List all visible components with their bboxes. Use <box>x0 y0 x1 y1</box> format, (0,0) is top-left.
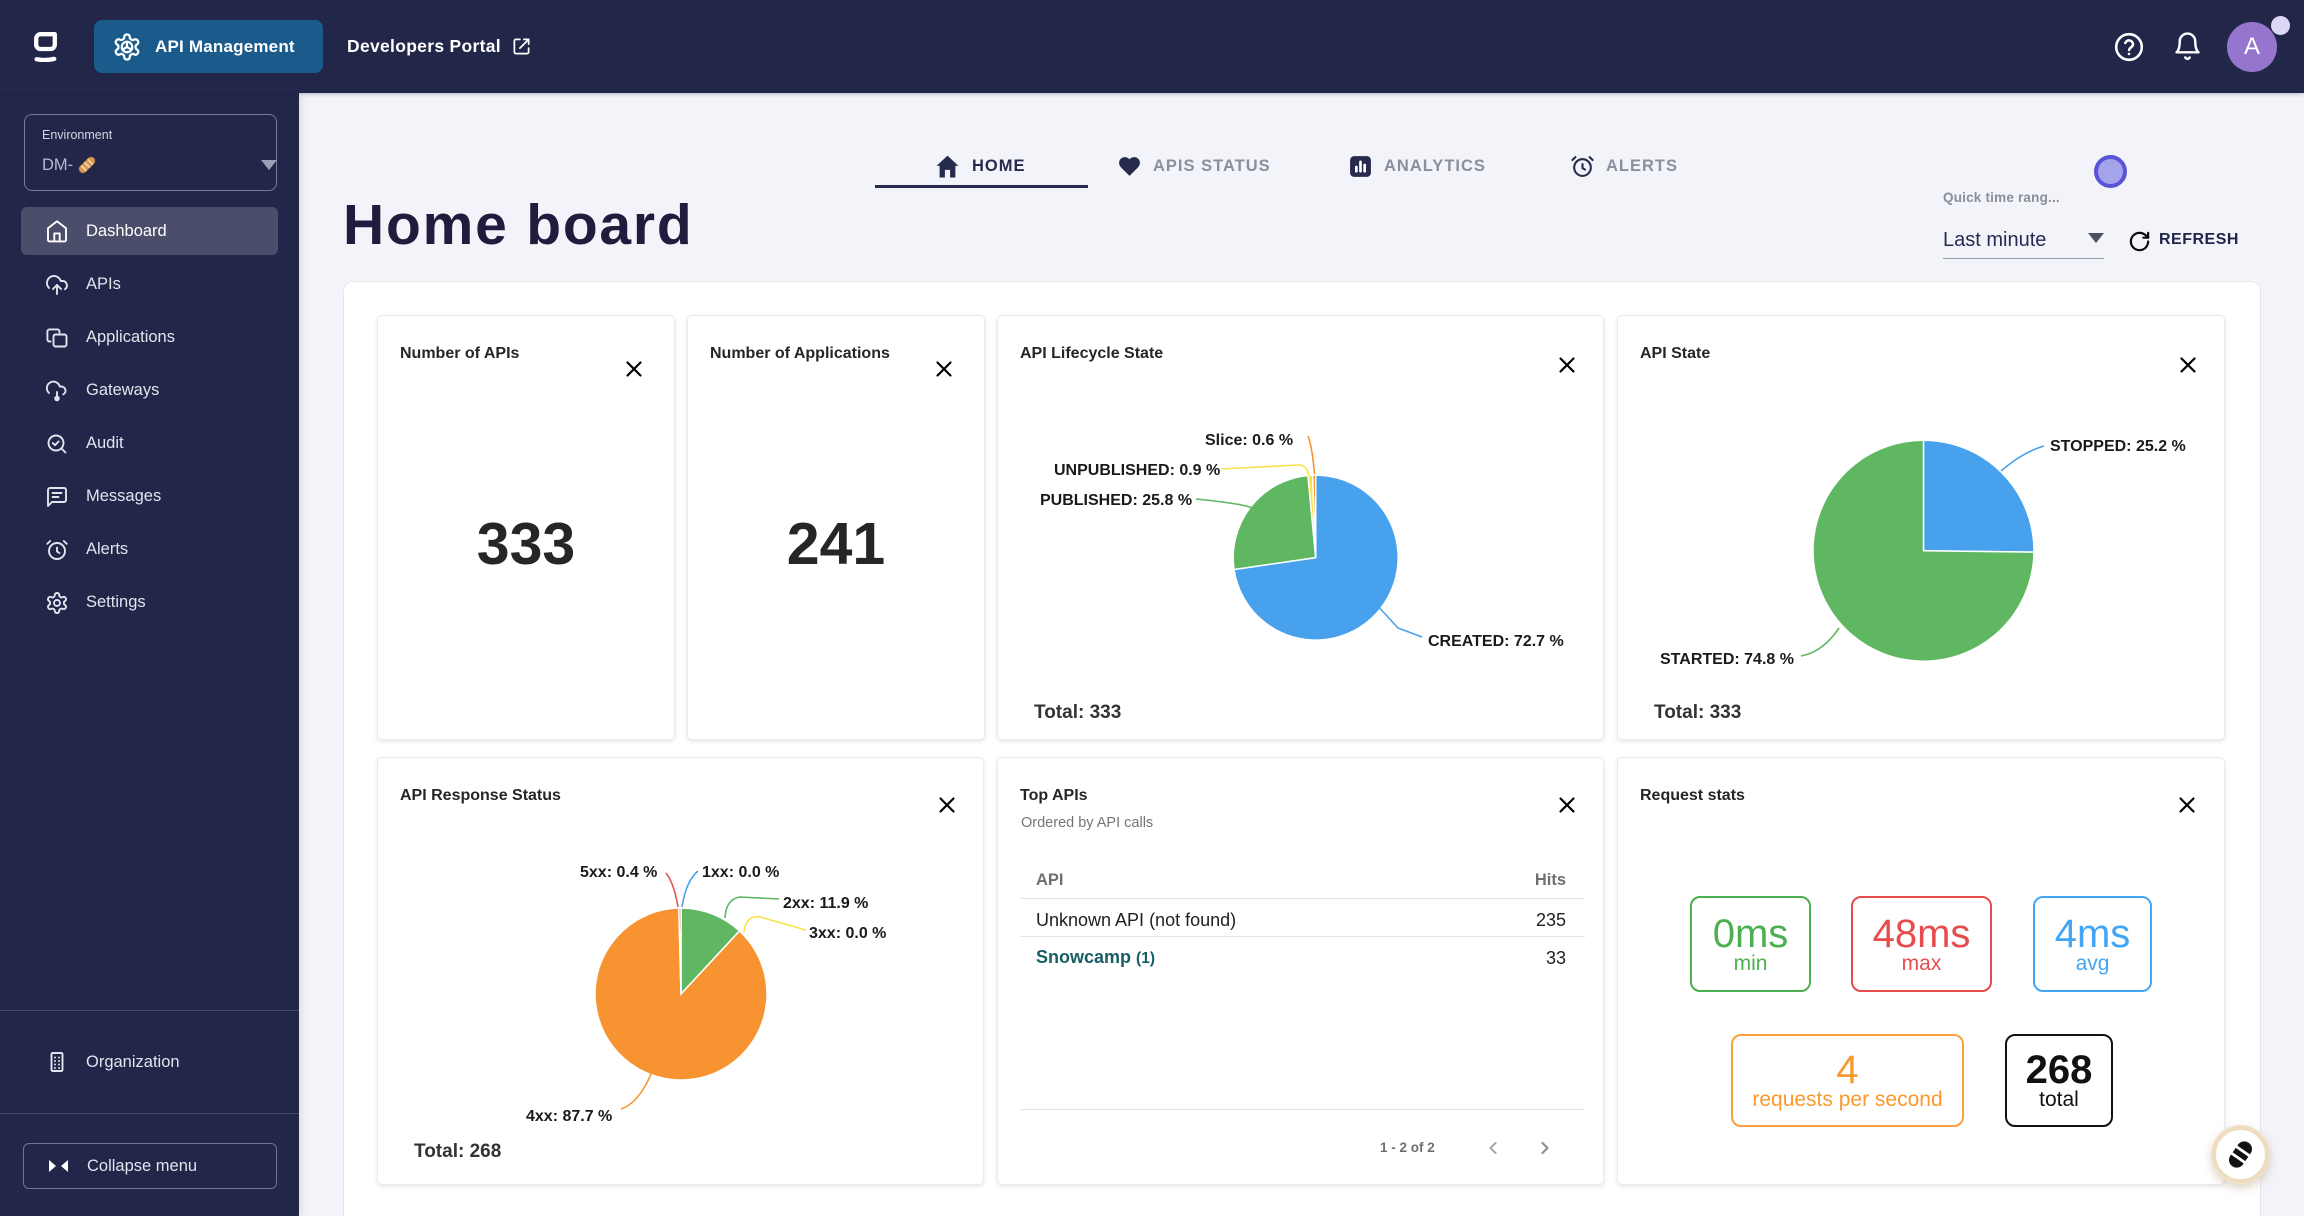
svg-text:4xx: 87.7 %: 4xx: 87.7 % <box>526 1108 612 1125</box>
svg-text:CREATED: 72.7 %: CREATED: 72.7 % <box>1428 633 1564 650</box>
svg-text:2xx: 11.9 %: 2xx: 11.9 % <box>783 895 868 912</box>
svg-text:1xx: 0.0 %: 1xx: 0.0 % <box>702 864 779 881</box>
svg-text:UNPUBLISHED: 0.9 %: UNPUBLISHED: 0.9 % <box>1054 462 1220 479</box>
svg-text:5xx: 0.4 %: 5xx: 0.4 % <box>580 864 657 881</box>
svg-text:Slice: 0.6 %: Slice: 0.6 % <box>1205 432 1293 449</box>
svg-text:PUBLISHED: 25.8 %: PUBLISHED: 25.8 % <box>1040 492 1192 509</box>
svg-text:3xx: 0.0 %: 3xx: 0.0 % <box>809 925 886 942</box>
svg-text:STARTED: 74.8 %: STARTED: 74.8 % <box>1660 651 1794 668</box>
svg-text:STOPPED: 25.2 %: STOPPED: 25.2 % <box>2050 438 2186 455</box>
